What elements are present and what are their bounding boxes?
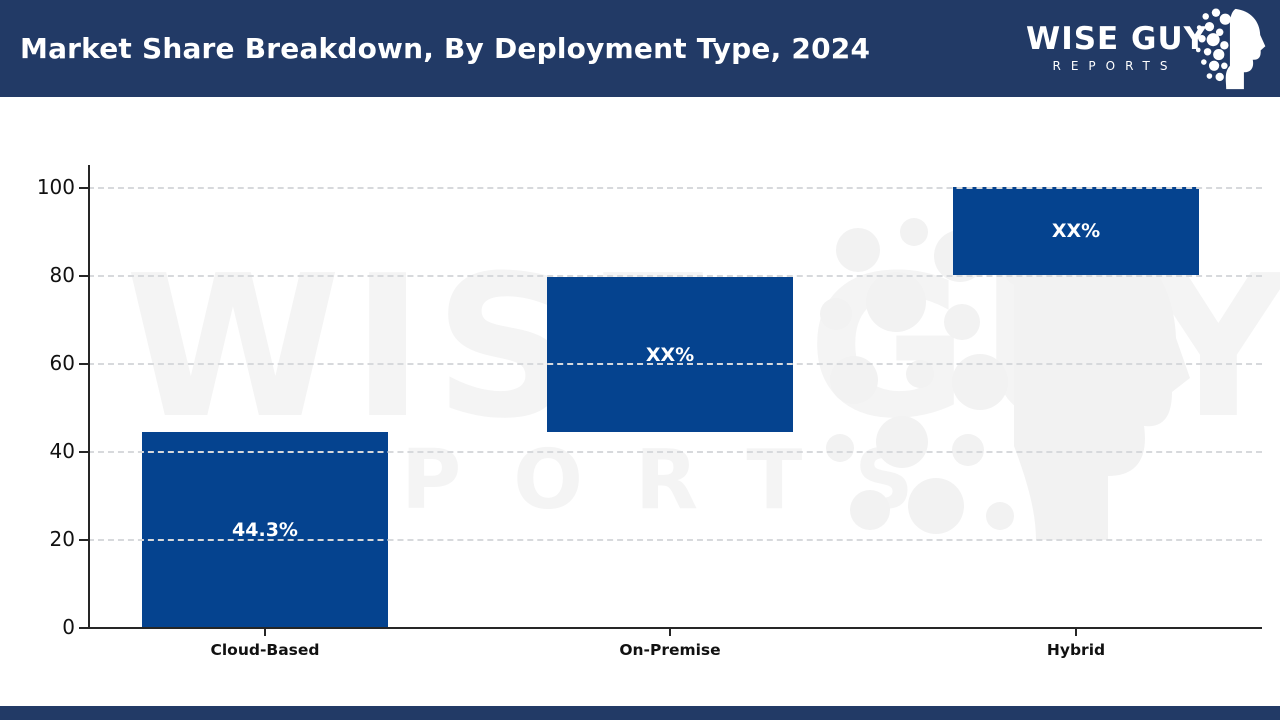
y-axis-line: [88, 165, 90, 629]
logo-text: WISE GUY REPORTS: [1026, 21, 1208, 73]
gridline: [88, 539, 1262, 541]
gridline: [88, 363, 1262, 365]
y-tick-mark: [79, 363, 88, 365]
bar-hybrid: XX%: [953, 187, 1199, 275]
wise-guy-reports-logo: WISE GUY REPORTS: [1026, 8, 1266, 90]
y-tick-mark: [79, 539, 88, 541]
gridline: [88, 275, 1262, 277]
x-tick-mark: [1075, 629, 1077, 636]
x-category-label: Hybrid: [1046, 641, 1106, 659]
x-category-label: On-Premise: [619, 641, 721, 659]
bar-on-premise: XX%: [547, 277, 793, 433]
y-tick-label: 0: [62, 615, 75, 639]
y-tick-label: 60: [49, 351, 75, 375]
gridline: [88, 187, 1262, 189]
y-tick-label: 80: [49, 263, 75, 287]
y-tick-label: 100: [36, 175, 75, 199]
y-tick-mark: [79, 451, 88, 453]
x-axis-line: [88, 627, 1262, 629]
waterfall-chart: 0 20 40 60 80 100 44.3% Cloud-Based XX% On-Premis…: [0, 97, 1280, 706]
footer-band: [0, 706, 1280, 720]
y-tick-mark: [79, 187, 88, 189]
bar-value-label: 44.3%: [232, 518, 298, 541]
bar-value-label: XX%: [1051, 220, 1101, 242]
bar-value-label: XX%: [645, 343, 695, 366]
logo-wiseguy-label: WISE GUY: [1026, 21, 1208, 57]
gridline: [88, 451, 1262, 453]
x-category-label: Cloud-Based: [210, 641, 320, 659]
y-tick-label: 20: [49, 527, 75, 551]
logo-head-icon: [1195, 8, 1266, 90]
x-tick-mark: [264, 629, 266, 636]
watermark-dotted-head: [820, 216, 1190, 540]
y-tick-mark: [79, 275, 88, 277]
y-tick-label: 40: [49, 439, 75, 463]
y-tick-mark: [79, 627, 88, 629]
header-band: Market Share Breakdown, By Deployment Ty…: [0, 0, 1280, 97]
bar-cloud-based: 44.3%: [142, 432, 388, 627]
logo-reports-label: REPORTS: [1052, 59, 1178, 73]
x-tick-mark: [669, 629, 671, 636]
page-title: Market Share Breakdown, By Deployment Ty…: [20, 32, 871, 65]
